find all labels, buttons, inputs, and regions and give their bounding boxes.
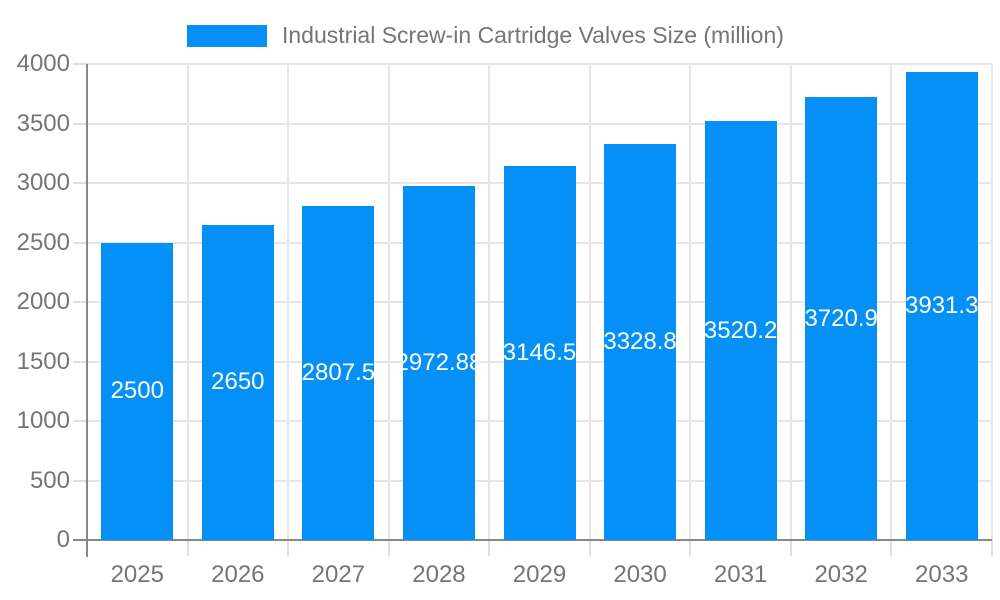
y-axis-label: 0 bbox=[56, 526, 70, 553]
y-axis-tick bbox=[73, 360, 87, 363]
bar-value-label: 2500 bbox=[110, 377, 164, 405]
y-axis-tick bbox=[73, 420, 87, 422]
bar-value-label: 2972.88 bbox=[395, 349, 483, 377]
bar-value-label: 3146.5 bbox=[502, 338, 577, 366]
bar-2030[interactable] bbox=[604, 143, 677, 540]
bar-value-label: 3328.8 bbox=[603, 327, 677, 355]
x-axis-label: 2030 bbox=[613, 561, 667, 588]
gridline-horizontal bbox=[87, 122, 992, 125]
x-axis-tick bbox=[186, 540, 189, 556]
x-axis-label: 2033 bbox=[915, 561, 969, 588]
bar-2029[interactable] bbox=[503, 165, 576, 540]
x-axis-label: 2029 bbox=[512, 561, 567, 588]
bar-2025[interactable] bbox=[101, 242, 174, 540]
gridline-vertical bbox=[488, 64, 491, 540]
y-axis-label: 2000 bbox=[16, 288, 70, 315]
plot-area: 0 500 1000 1500 2000 2500 3000 3500 4000 2500 2025… bbox=[17, 50, 993, 588]
y-axis-label: 1500 bbox=[16, 347, 70, 375]
x-axis-tick bbox=[991, 540, 993, 556]
legend-label: Industrial Screw-in Cartridge Valves Siz… bbox=[282, 22, 784, 48]
gridline-vertical bbox=[387, 64, 390, 540]
bar-2032[interactable] bbox=[805, 97, 878, 540]
y-axis-label: 1000 bbox=[16, 407, 70, 434]
y-axis-label: 500 bbox=[29, 466, 70, 494]
y-axis-tick bbox=[73, 122, 87, 125]
y-axis-label: 4000 bbox=[16, 50, 70, 77]
bar-value-label: 3720.9 bbox=[804, 304, 878, 332]
gridline-vertical bbox=[689, 64, 692, 540]
y-axis-tick bbox=[73, 301, 87, 303]
bar-2033[interactable] bbox=[905, 72, 978, 540]
x-axis-label: 2027 bbox=[311, 561, 366, 588]
gridline-vertical bbox=[789, 64, 792, 540]
bar-value-label: 3520.2 bbox=[703, 316, 778, 344]
y-axis-line bbox=[86, 64, 88, 557]
y-axis-tick bbox=[73, 241, 87, 244]
x-axis-tick bbox=[488, 540, 491, 556]
x-axis-label: 2025 bbox=[110, 561, 164, 588]
y-axis-label: 3500 bbox=[16, 109, 70, 137]
x-axis-tick bbox=[789, 540, 792, 556]
gridline-horizontal bbox=[87, 63, 992, 65]
y-axis-tick bbox=[73, 479, 87, 482]
y-axis-label: 3000 bbox=[16, 169, 70, 196]
x-axis-tick bbox=[387, 540, 390, 556]
bar-2028[interactable] bbox=[402, 186, 475, 540]
y-axis-label: 2500 bbox=[16, 228, 70, 256]
x-axis-label: 2032 bbox=[814, 561, 868, 588]
x-axis-tick bbox=[588, 540, 591, 556]
y-axis-tick bbox=[73, 63, 87, 65]
legend-swatch bbox=[187, 24, 267, 47]
x-axis-tick bbox=[287, 540, 290, 556]
x-axis-tick bbox=[689, 540, 692, 556]
bar-value-label: 3931.3 bbox=[905, 292, 979, 320]
bar-2027[interactable] bbox=[302, 205, 375, 540]
y-axis-tick bbox=[73, 182, 87, 184]
gridline-vertical bbox=[991, 64, 993, 540]
bar-2026[interactable] bbox=[201, 224, 274, 540]
x-axis-line bbox=[73, 539, 992, 541]
legend[interactable]: Industrial Screw-in Cartridge Valves Siz… bbox=[187, 22, 784, 49]
gridline-vertical bbox=[588, 64, 591, 540]
x-axis-label: 2026 bbox=[211, 561, 265, 588]
x-axis-label: 2031 bbox=[713, 561, 768, 588]
bar-2031[interactable] bbox=[704, 121, 777, 540]
gridline-vertical bbox=[890, 64, 893, 540]
bar-value-label: 2650 bbox=[211, 368, 265, 396]
gridline-vertical bbox=[186, 64, 189, 540]
bar-value-label: 2807.5 bbox=[301, 358, 376, 386]
x-axis-label: 2028 bbox=[412, 561, 466, 588]
gridline-vertical bbox=[287, 64, 290, 540]
x-axis-tick bbox=[890, 540, 893, 556]
